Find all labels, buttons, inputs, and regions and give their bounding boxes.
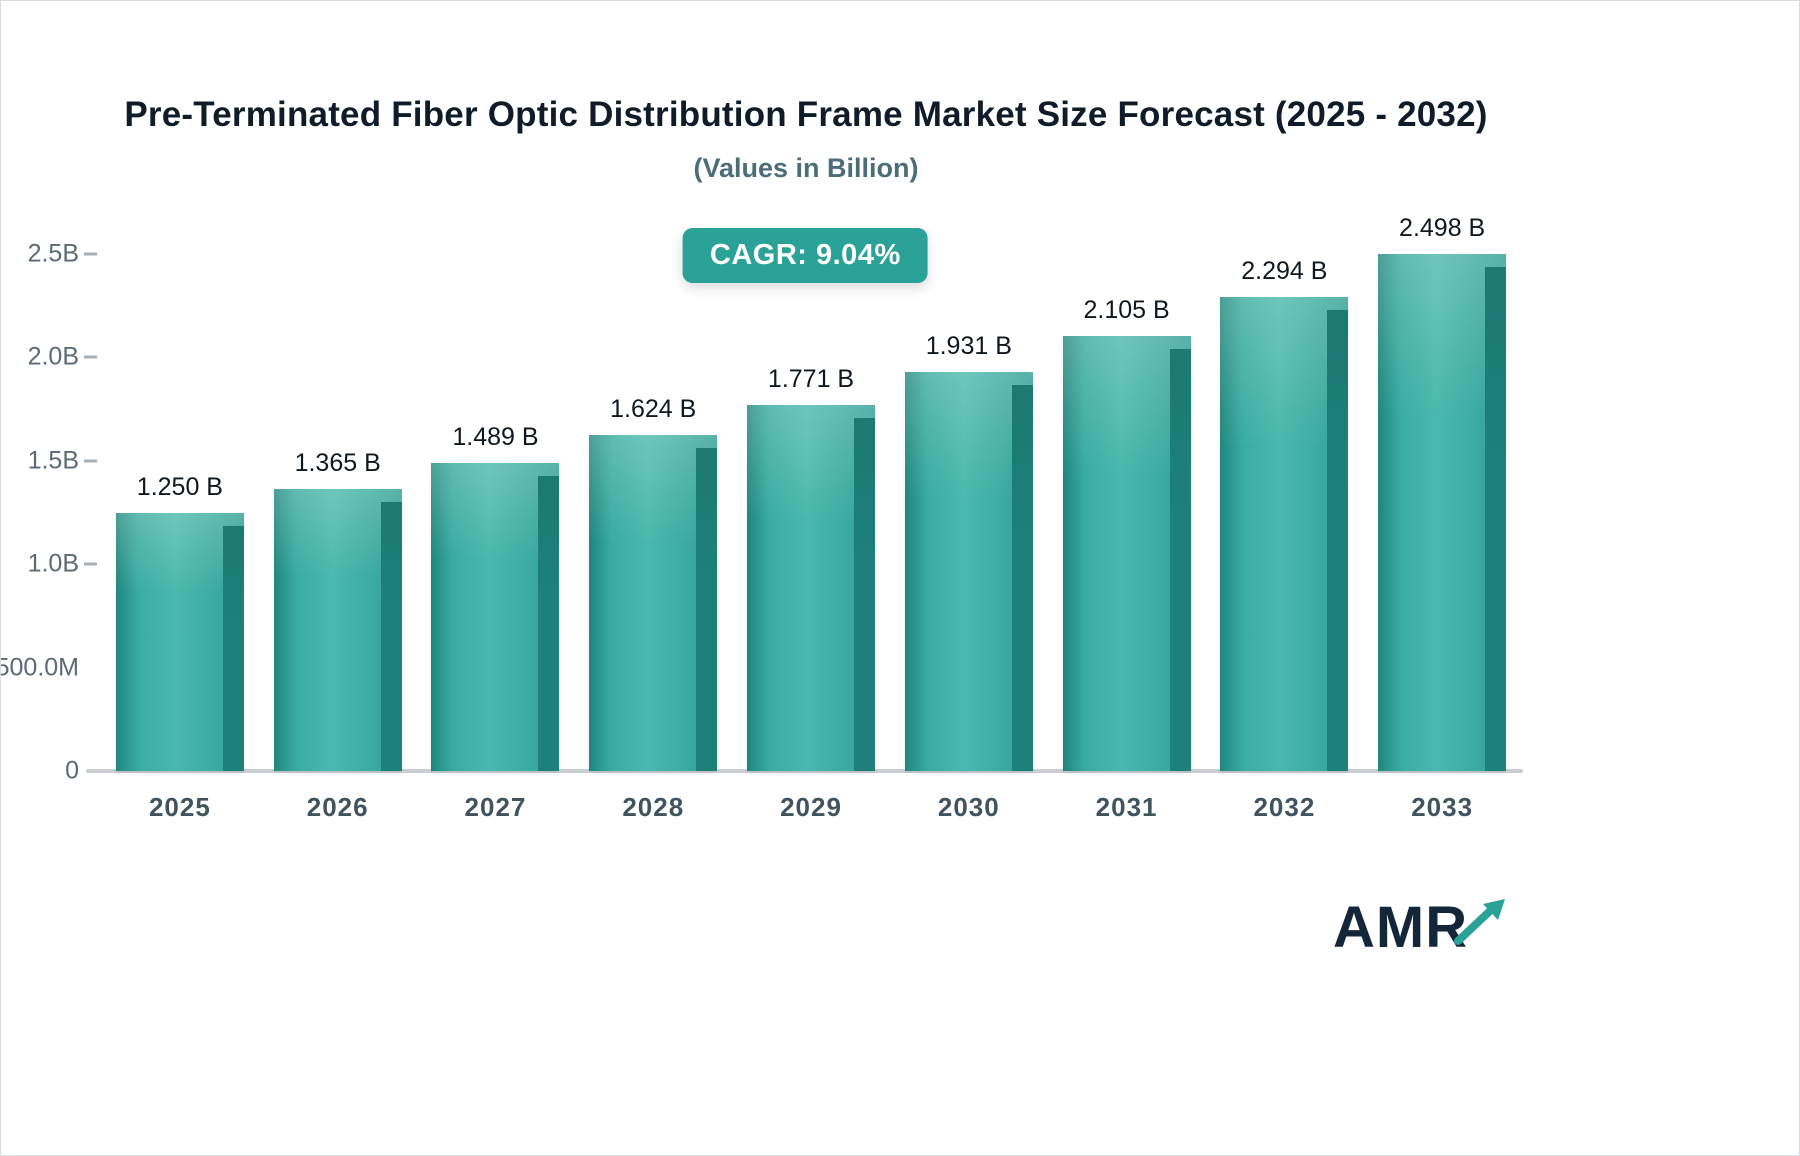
y-axis-tick — [84, 459, 97, 463]
x-axis-label: 2030 — [937, 792, 1000, 822]
x-axis-label: 2029 — [780, 792, 842, 822]
bar-value-label: 1.250 B — [136, 472, 223, 501]
bar-value-label: 1.489 B — [452, 423, 539, 452]
bar-value-label: 2.294 B — [1241, 256, 1328, 285]
bar-side-shade — [696, 448, 718, 771]
cagr-badge: CAGR: 9.04% — [682, 228, 928, 283]
amr-logo: AMR — [1333, 894, 1512, 961]
bar-side-shade — [222, 525, 244, 771]
bar-2032: 2.294 B — [1220, 257, 1349, 771]
x-axis-label: 2032 — [1253, 792, 1316, 822]
y-axis-tick — [84, 562, 97, 566]
y-axis-label: 2.0B — [27, 342, 79, 371]
bar-2025: 1.250 B — [115, 473, 244, 771]
growth-arrow-icon — [1450, 894, 1512, 955]
chart-subtitle: (Values in Billion) — [693, 153, 919, 183]
bar-side-shade — [1169, 348, 1191, 771]
bar-slot-2030: 1.931 B 2030 — [890, 254, 1048, 822]
bar-2027: 1.489 B — [431, 423, 560, 771]
x-axis-label: 2031 — [1095, 792, 1158, 822]
bar-slot-2029: 1.771 B 2029 — [732, 254, 890, 822]
y-axis-label: 2.5B — [27, 239, 79, 268]
bar-value-label: 1.771 B — [767, 364, 855, 393]
bar-slot-2028: 1.624 B 2028 — [574, 254, 732, 822]
x-axis-label: 2033 — [1411, 792, 1474, 822]
x-axis-label: 2028 — [622, 792, 685, 822]
bar-slot-2033: 2.498 B 2033 — [1363, 214, 1521, 822]
x-axis-line — [86, 769, 1523, 773]
bar-side-shade — [1485, 267, 1507, 771]
y-axis-label: 500.0M — [0, 653, 79, 682]
bar-side-shade — [538, 476, 560, 771]
y-axis-label: 1.5B — [27, 446, 79, 475]
x-axis-label: 2025 — [148, 792, 211, 822]
bar-slot-2032: 2.294 B 2032 — [1205, 254, 1363, 822]
bar-slot-2025: 1.250 B 2025 — [101, 254, 259, 822]
y-axis-label: 0 — [65, 756, 79, 785]
bars-container: 1.250 B 2025 1.365 B 2026 1.489 B 2027 1.624 B… — [101, 214, 1521, 822]
bar-2030: 1.931 B — [904, 332, 1033, 771]
bar-slot-2026: 1.365 B 2026 — [259, 254, 417, 822]
bar-slot-2027: 1.489 B 2027 — [417, 254, 575, 822]
bar-value-label: 2.498 B — [1399, 214, 1486, 243]
bar-slot-2031: 2.105 B 2031 — [1048, 254, 1206, 822]
amr-logo-text: AMR — [1333, 895, 1469, 960]
y-axis-tick — [84, 252, 97, 256]
x-axis-label: 2027 — [464, 792, 527, 822]
y-axis-label: 1.0B — [27, 549, 79, 578]
bar-2033: 2.498 B — [1378, 214, 1507, 771]
bar-side-shade — [854, 417, 876, 771]
bar-value-label: 2.105 B — [1083, 295, 1170, 324]
bar-2026: 1.365 B — [273, 449, 402, 771]
y-axis-tick — [84, 355, 97, 359]
bar-2028: 1.624 B — [589, 395, 718, 771]
bar-2029: 1.771 B — [747, 365, 876, 771]
bar-value-label: 1.931 B — [925, 331, 1012, 360]
bar-value-label: 1.365 B — [294, 448, 381, 477]
chart-header: Pre-Terminated Fiber Optic Distribution … — [1, 1, 1611, 184]
bar-value-label: 1.624 B — [610, 395, 697, 424]
plot-area: CAGR: 9.04% 1.250 B 2025 1.365 B 2026 1.489 … — [1, 214, 1523, 822]
page-title: Pre-Terminated Fiber Optic Distribution … — [124, 95, 1488, 134]
bar-side-shade — [380, 501, 402, 771]
x-axis-label: 2026 — [306, 792, 369, 822]
bar-side-shade — [1327, 309, 1349, 771]
bar-side-shade — [1011, 384, 1033, 771]
bar-2031: 2.105 B — [1062, 296, 1191, 771]
